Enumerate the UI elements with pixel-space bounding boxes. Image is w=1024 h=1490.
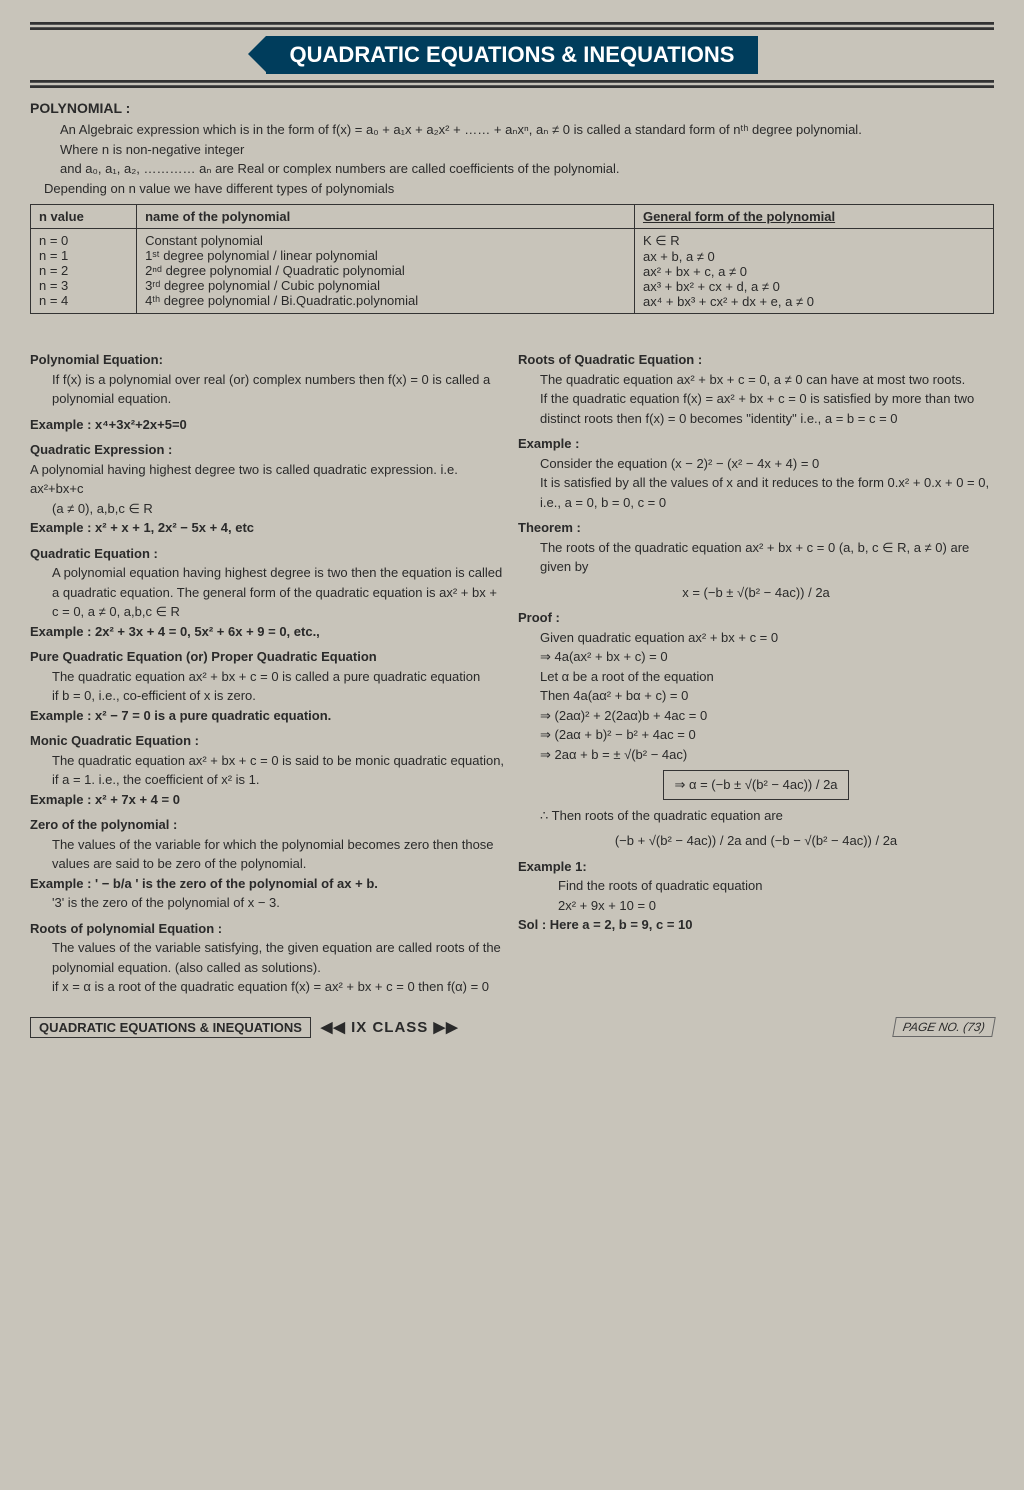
example-1: Example : x⁴+3x²+2x+5=0 [30, 415, 506, 435]
rq-text2: If the quadratic equation f(x) = ax² + b… [540, 389, 994, 428]
theorem-text: The roots of the quadratic equation ax² … [540, 538, 994, 577]
example-4: Example : x² − 7 = 0 is a pure quadratic… [30, 706, 506, 726]
theorem-heading: Theorem : [518, 518, 994, 538]
example1-text1: Find the roots of quadratic equation [558, 876, 994, 896]
cell: 2ⁿᵈ degree polynomial / Quadratic polyno… [145, 263, 626, 278]
proof-1: Given quadratic equation ax² + bx + c = … [540, 628, 994, 648]
cell: ax⁴ + bx³ + cx² + dx + e, a ≠ 0 [643, 294, 985, 309]
quadratic-formula: x = (−b ± √(b² − 4ac)) / 2a [518, 583, 994, 603]
footer-page: PAGE NO. (73) [892, 1017, 995, 1037]
cell: 4ᵗʰ degree polynomial / Bi.Quadratic.pol… [145, 293, 626, 308]
conclusion: ∴ Then roots of the quadratic equation a… [540, 806, 994, 826]
rq-text1: The quadratic equation ax² + bx + c = 0,… [540, 370, 994, 390]
cell: 3ʳᵈ degree polynomial / Cubic polynomial [145, 278, 626, 293]
pure-text2: if b = 0, i.e., co-efficient of x is zer… [52, 686, 506, 706]
th-form: General form of the polynomial [634, 205, 993, 229]
footer-class: ◀◀ IX CLASS ▶▶ [321, 1018, 459, 1036]
cell: ax² + bx + c, a ≠ 0 [643, 264, 985, 279]
cell: n = 0 [39, 233, 128, 248]
footer-title: QUADRATIC EQUATIONS & INEQUATIONS [30, 1017, 311, 1038]
rq-heading: Roots of Quadratic Equation : [518, 350, 994, 370]
footer: QUADRATIC EQUATIONS & INEQUATIONS ◀◀ IX … [30, 1017, 994, 1038]
polynomial-table: n value name of the polynomial General f… [30, 204, 994, 314]
polynomial-intro3: and a₀, a₁, a₂, ………… aₙ are Real or comp… [60, 159, 994, 179]
quad-eq-text: A polynomial equation having highest deg… [52, 563, 506, 622]
quad-expr-text2: (a ≠ 0), a,b,c ∈ R [52, 499, 506, 519]
rq-ex2: It is satisfied by all the values of x a… [540, 473, 994, 512]
solution-text: Sol : Here a = 2, b = 9, c = 10 [518, 915, 994, 935]
roots-formula: (−b + √(b² − 4ac)) / 2a and (−b − √(b² −… [518, 831, 994, 851]
pure-text1: The quadratic equation ax² + bx + c = 0 … [52, 667, 506, 687]
zero-text: The values of the variable for which the… [52, 835, 506, 874]
cell: ax + b, a ≠ 0 [643, 249, 985, 264]
alpha-formula: ⇒ α = (−b ± √(b² − 4ac)) / 2a [518, 770, 994, 800]
quad-expr-text1: A polynomial having highest degree two i… [30, 460, 506, 499]
proof-2: ⇒ 4a(ax² + bx + c) = 0 [540, 647, 994, 667]
roots-text1: The values of the variable satisfying, t… [52, 938, 506, 977]
proof-6: ⇒ (2aα + b)² − b² + 4ac = 0 [540, 725, 994, 745]
cell: n = 3 [39, 278, 128, 293]
left-column: Polynomial Equation: If f(x) is a polyno… [30, 344, 506, 997]
zero-heading: Zero of the polynomial : [30, 815, 506, 835]
proof-4: Then 4a(aα² + bα + c) = 0 [540, 686, 994, 706]
quad-expr-heading: Quadratic Expression : [30, 440, 506, 460]
roots-heading: Roots of polynomial Equation : [30, 919, 506, 939]
polynomial-heading: POLYNOMIAL : [30, 100, 994, 116]
example-6a: Example : ' − b/a ' is the zero of the p… [30, 874, 506, 894]
th-name: name of the polynomial [137, 205, 635, 229]
quad-eq-heading: Quadratic Equation : [30, 544, 506, 564]
page-title: QUADRATIC EQUATIONS & INEQUATIONS [266, 36, 759, 74]
example-6b: '3' is the zero of the polynomial of x −… [52, 893, 506, 913]
cell: ax³ + bx² + cx + d, a ≠ 0 [643, 279, 985, 294]
rq-ex1: Consider the equation (x − 2)² − (x² − 4… [540, 454, 994, 474]
two-column-body: Polynomial Equation: If f(x) is a polyno… [30, 344, 994, 997]
header-banner: QUADRATIC EQUATIONS & INEQUATIONS [30, 22, 994, 88]
cell: Constant polynomial [145, 233, 626, 248]
poly-eq-text: If f(x) is a polynomial over real (or) c… [52, 370, 506, 409]
example-3: Example : 2x² + 3x + 4 = 0, 5x² + 6x + 9… [30, 622, 506, 642]
cell: n = 1 [39, 248, 128, 263]
th-nvalue: n value [31, 205, 137, 229]
proof-3: Let α be a root of the equation [540, 667, 994, 687]
cell: n = 4 [39, 293, 128, 308]
cell: K ∈ R [643, 233, 985, 249]
polynomial-intro2: Where n is non-negative integer [60, 140, 994, 160]
example-5: Exmaple : x² + 7x + 4 = 0 [30, 790, 506, 810]
monic-heading: Monic Quadratic Equation : [30, 731, 506, 751]
proof-7: ⇒ 2aα + b = ± √(b² − 4ac) [540, 745, 994, 765]
rq-example-heading: Example : [518, 434, 994, 454]
pure-heading: Pure Quadratic Equation (or) Proper Quad… [30, 647, 506, 667]
proof-5: ⇒ (2aα)² + 2(2aα)b + 4ac = 0 [540, 706, 994, 726]
polynomial-intro4: Depending on n value we have different t… [44, 179, 994, 199]
example1-heading: Example 1: [518, 857, 994, 877]
polynomial-intro1: An Algebraic expression which is in the … [60, 120, 994, 140]
right-column: Roots of Quadratic Equation : The quadra… [518, 344, 994, 997]
cell: 1ˢᵗ degree polynomial / linear polynomia… [145, 248, 626, 263]
monic-text: The quadratic equation ax² + bx + c = 0 … [52, 751, 506, 790]
roots-text2: if x = α is a root of the quadratic equa… [52, 977, 506, 997]
proof-heading: Proof : [518, 608, 994, 628]
example1-text2: 2x² + 9x + 10 = 0 [558, 896, 994, 916]
poly-eq-heading: Polynomial Equation: [30, 350, 506, 370]
cell: n = 2 [39, 263, 128, 278]
example-2: Example : x² + x + 1, 2x² − 5x + 4, etc [30, 518, 506, 538]
